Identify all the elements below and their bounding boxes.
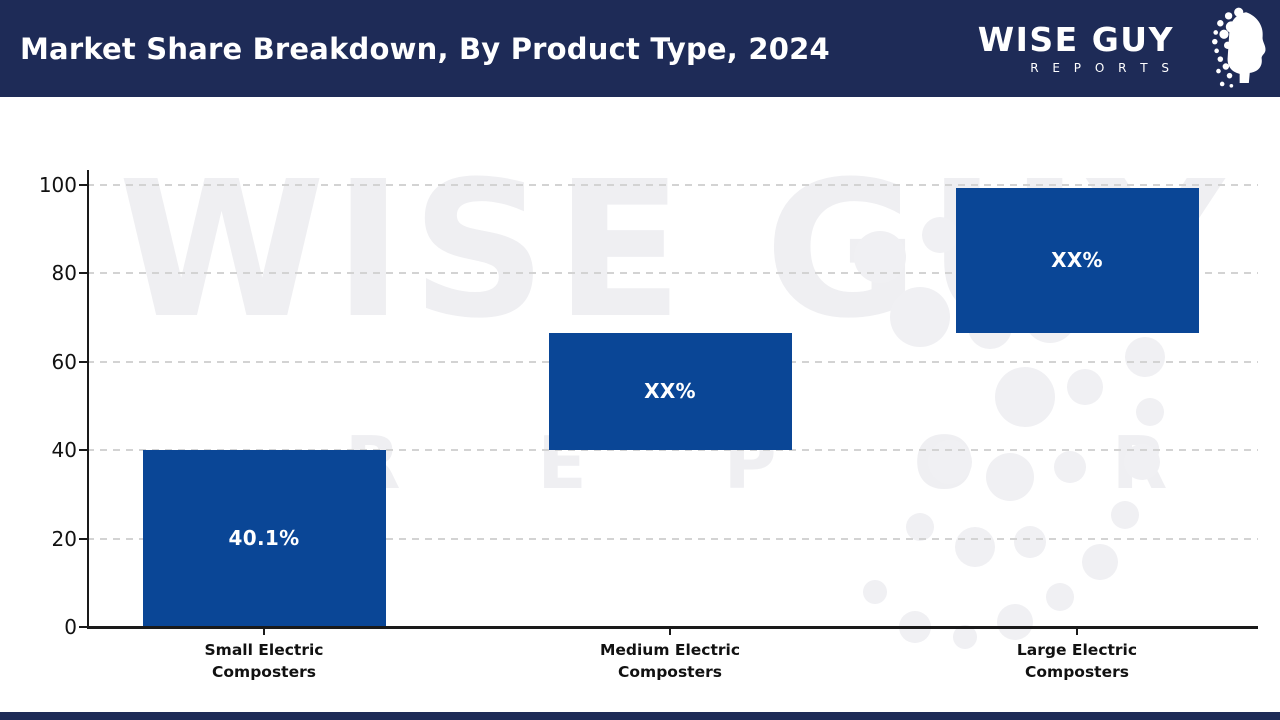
y-gridline xyxy=(87,449,1258,452)
x-tick-mark xyxy=(669,628,671,635)
logo-wordmark: WISE GUY xyxy=(977,20,1174,59)
y-tick-label: 20 xyxy=(51,526,77,551)
y-tick-label: 60 xyxy=(51,349,77,374)
x-category-label: Large Electric Composters xyxy=(1016,641,1138,681)
page-title: Market Share Breakdown, By Product Type,… xyxy=(20,31,830,66)
logo-head-dots-icon xyxy=(1212,7,1266,88)
y-tick-mark xyxy=(79,360,87,363)
y-tick-label: 0 xyxy=(64,615,77,639)
bar-segment: XX% xyxy=(955,187,1199,334)
y-tick-label: 40 xyxy=(51,438,77,463)
wiseguy-logo: WISE GUY R E P O R T S xyxy=(978,5,1270,93)
bar-segment: 40.1% xyxy=(142,449,386,627)
y-tick-label: 80 xyxy=(51,261,77,286)
x-tick-mark xyxy=(263,628,265,635)
bar-segment: XX% xyxy=(548,333,792,450)
y-axis-line xyxy=(87,170,89,629)
y-gridline xyxy=(87,272,1258,275)
y-gridline xyxy=(87,184,1258,186)
y-tick-mark xyxy=(79,272,87,275)
x-axis-line xyxy=(87,626,1258,629)
y-gridline xyxy=(87,537,1258,540)
logo-subtext: R E P O R T S xyxy=(1030,61,1174,75)
bar-value-label: XX% xyxy=(1051,248,1103,273)
bar-value-label: 40.1% xyxy=(228,526,300,551)
x-category-label: Small Electric Composters xyxy=(204,641,324,681)
footer-bar xyxy=(0,712,1280,720)
y-tick-mark xyxy=(79,537,87,540)
bar-value-label: XX% xyxy=(644,379,696,404)
logo-text: WISE GUY R E P O R T S xyxy=(978,23,1174,75)
x-category-label: Medium Electric Composters xyxy=(599,641,741,681)
y-tick-mark xyxy=(79,449,87,452)
x-tick-mark xyxy=(1076,628,1078,635)
header-bar: Market Share Breakdown, By Product Type,… xyxy=(0,0,1280,97)
y-tick-mark xyxy=(79,626,87,628)
y-tick-label: 100 xyxy=(38,173,77,197)
y-tick-mark xyxy=(79,184,87,186)
